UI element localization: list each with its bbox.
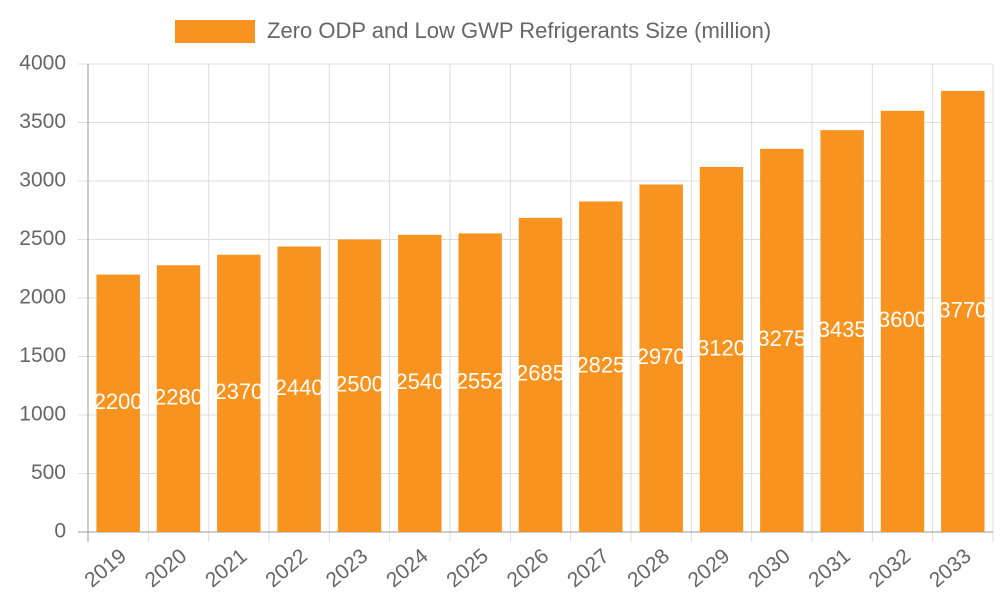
y-tick-label: 1000 xyxy=(19,403,66,426)
y-tick-label: 500 xyxy=(31,461,66,484)
bar xyxy=(458,233,502,532)
bar xyxy=(579,201,623,532)
bar xyxy=(217,254,261,532)
data-label: 2200 xyxy=(94,389,143,414)
x-tick-label: 2031 xyxy=(804,544,855,592)
data-label: 2540 xyxy=(395,369,444,394)
bar xyxy=(820,130,864,533)
y-tick-label: 2000 xyxy=(19,286,66,309)
bar xyxy=(760,148,804,532)
data-label: 2685 xyxy=(516,361,565,386)
x-tick-label: 2028 xyxy=(623,544,674,592)
y-tick-label: 2500 xyxy=(19,227,66,250)
bar xyxy=(398,234,442,532)
x-tick-label: 2021 xyxy=(201,544,252,592)
data-label: 3435 xyxy=(818,317,867,342)
x-tick-label: 2033 xyxy=(925,544,976,592)
bar xyxy=(518,217,563,533)
data-label: 2970 xyxy=(637,344,686,369)
bar xyxy=(941,90,985,532)
y-tick-label: 3500 xyxy=(19,110,66,133)
bar xyxy=(699,166,744,532)
data-label: 2825 xyxy=(576,353,625,378)
data-label: 2440 xyxy=(275,375,324,400)
bar xyxy=(96,274,140,532)
data-label: 2552 xyxy=(456,369,505,394)
data-label: 2280 xyxy=(154,384,203,409)
data-label: 3600 xyxy=(878,307,927,332)
y-tick-label: 4000 xyxy=(19,52,66,75)
bar xyxy=(337,239,382,532)
data-label: 3770 xyxy=(938,297,987,322)
data-label: 2500 xyxy=(335,372,384,397)
x-tick-label: 2027 xyxy=(563,544,614,592)
bar xyxy=(277,246,321,532)
x-tick-label: 2024 xyxy=(382,544,433,592)
x-tick-label: 2019 xyxy=(80,544,131,592)
x-tick-label: 2022 xyxy=(261,544,312,592)
x-tick-label: 2025 xyxy=(442,544,493,592)
legend-swatch xyxy=(175,20,255,43)
bar xyxy=(880,110,925,533)
data-label: 3120 xyxy=(697,335,746,360)
bar xyxy=(156,265,201,532)
x-tick-label: 2026 xyxy=(503,544,554,592)
data-label: 3275 xyxy=(757,326,806,351)
data-label: 2370 xyxy=(214,379,263,404)
bar xyxy=(639,184,683,532)
legend-label: Zero ODP and Low GWP Refrigerants Size (… xyxy=(267,18,771,43)
y-tick-label: 0 xyxy=(54,520,66,543)
x-tick-label: 2030 xyxy=(744,544,795,592)
x-tick-label: 2020 xyxy=(141,544,192,592)
x-tick-label: 2029 xyxy=(684,544,735,592)
x-tick-label: 2032 xyxy=(865,544,916,592)
y-tick-label: 1500 xyxy=(19,344,66,367)
y-tick-label: 3000 xyxy=(19,169,66,192)
x-tick-label: 2023 xyxy=(322,544,373,592)
